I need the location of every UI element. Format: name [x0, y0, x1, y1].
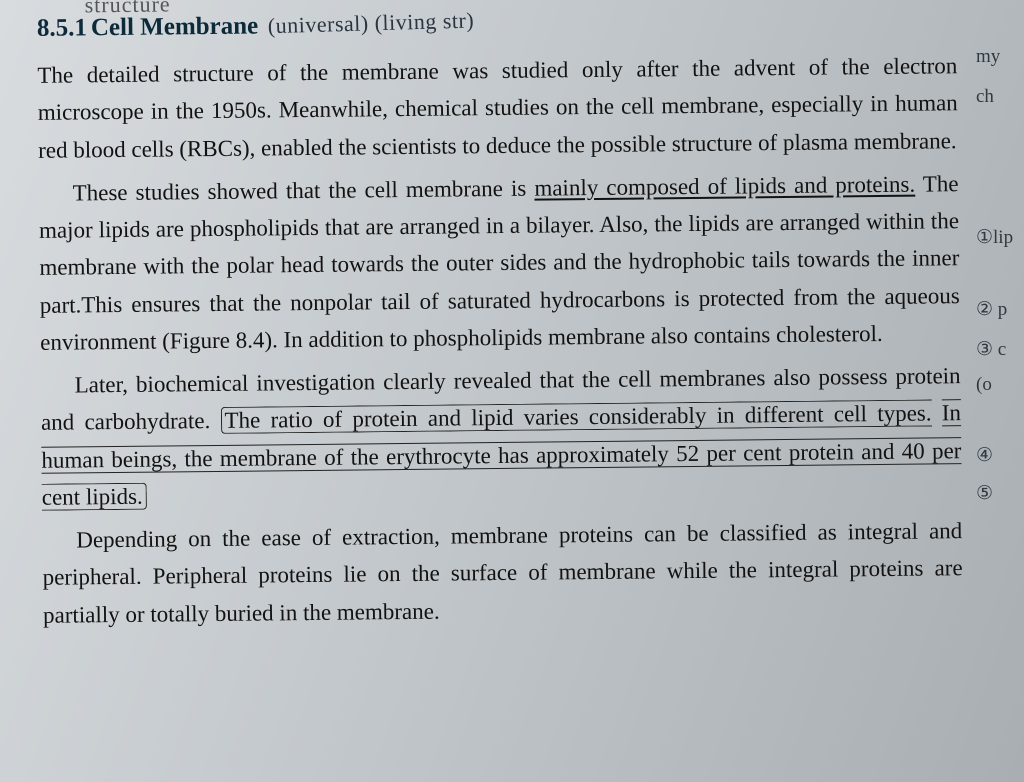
- paragraph-3: Later, biochemical investigation clearly…: [40, 357, 962, 516]
- p2-lead: These studies showed that the cell membr…: [72, 175, 534, 205]
- p3-boxed-1: The ratio of protein and lipid varies co…: [220, 400, 931, 434]
- margin-note-3: ② p: [976, 298, 1007, 321]
- margin-note-5: (o: [976, 374, 992, 396]
- heading-number: 8.5.1: [37, 14, 87, 43]
- cutoff-text-top: structure: [85, 0, 171, 18]
- heading-annotation-handwritten: (universal) (living str): [268, 7, 475, 39]
- paragraph-1: The detailed structure of the membrane w…: [37, 47, 958, 168]
- paragraph-2: These studies showed that the cell membr…: [38, 165, 960, 361]
- margin-note-2: ①lip: [976, 226, 1013, 249]
- p3-mid: [931, 401, 942, 426]
- page-content: structure 8.5.1 Cell Membrane (universal…: [37, 5, 963, 639]
- margin-note-1: ch: [976, 86, 994, 108]
- paragraph-4: Depending on the ease of extraction, mem…: [42, 512, 963, 633]
- margin-note-4: ③ c: [976, 338, 1006, 361]
- margin-note-0: my: [976, 46, 1000, 68]
- margin-note-6: ④: [976, 444, 993, 467]
- margin-note-7: ⑤: [976, 482, 993, 505]
- p2-underlined: mainly composed of lipids and proteins.: [534, 171, 915, 200]
